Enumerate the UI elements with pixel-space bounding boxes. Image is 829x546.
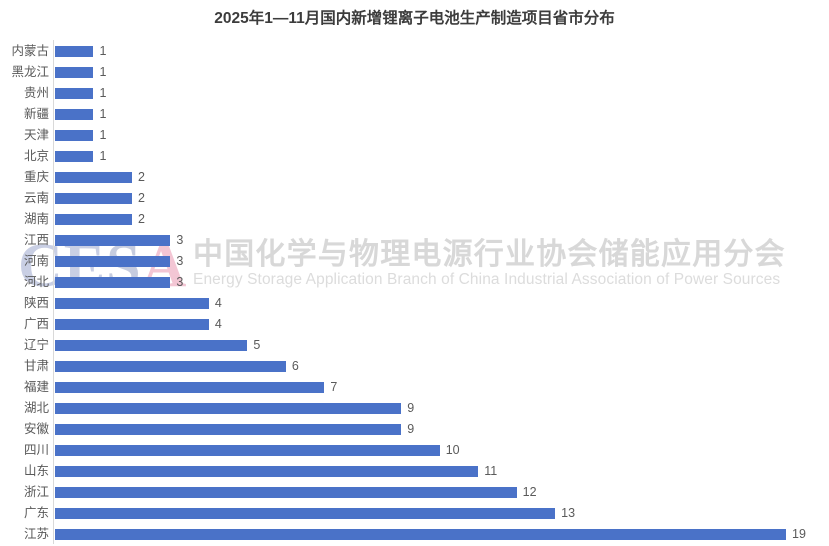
- category-label: 安徽: [23, 421, 49, 436]
- category-label: 山东: [23, 463, 49, 478]
- bar: [55, 45, 94, 57]
- bar-row: 江西 3: [0, 230, 829, 251]
- bar: [55, 108, 94, 120]
- bar-row: 云南 2: [0, 188, 829, 209]
- category-label: 广西: [23, 316, 49, 331]
- bar-row: 河南 3: [0, 251, 829, 272]
- bar-value-label: 1: [99, 43, 107, 58]
- bar-value-label: 3: [176, 274, 184, 289]
- bar-row: 安徽 9: [0, 419, 829, 440]
- bar-value-label: 4: [214, 316, 222, 331]
- category-label: 重庆: [23, 169, 49, 184]
- bar: [55, 66, 94, 78]
- bar-row: 江苏 19: [0, 524, 829, 545]
- bar: [55, 234, 171, 246]
- bar-value-label: 6: [291, 358, 299, 373]
- bar: [55, 465, 479, 477]
- category-label: 北京: [23, 148, 49, 163]
- bar-row: 陕西 4: [0, 293, 829, 314]
- category-label: 江西: [23, 232, 49, 247]
- bar: [55, 339, 248, 351]
- category-label: 新疆: [23, 106, 49, 121]
- bar: [55, 423, 402, 435]
- bar: [55, 213, 132, 225]
- bar: [55, 402, 402, 414]
- bar-row: 广东 13: [0, 503, 829, 524]
- category-label: 甘肃: [23, 358, 49, 373]
- bar-value-label: 19: [792, 526, 806, 541]
- category-label: 湖北: [23, 400, 49, 415]
- category-label: 江苏: [23, 526, 49, 541]
- bar-row: 新疆 1: [0, 104, 829, 125]
- bar: [55, 276, 171, 288]
- bar: [55, 444, 440, 456]
- bar-row: 浙江 12: [0, 482, 829, 503]
- bar: [55, 528, 786, 540]
- bar-row: 湖北 9: [0, 398, 829, 419]
- page-title: 2025年1—11月国内新增锂离子电池生产制造项目省市分布: [214, 10, 615, 27]
- bar-row: 贵州 1: [0, 83, 829, 104]
- bar-value-label: 3: [176, 253, 184, 268]
- bar: [55, 87, 94, 99]
- bar: [55, 150, 94, 162]
- bar: [55, 192, 132, 204]
- bar-value-label: 3: [176, 232, 184, 247]
- bar-row: 甘肃 6: [0, 356, 829, 377]
- category-label: 陕西: [23, 295, 49, 310]
- bar-row: 广西 4: [0, 314, 829, 335]
- bar-value-label: 2: [137, 190, 145, 205]
- bar-value-label: 1: [99, 127, 107, 142]
- bar-row: 山东 11: [0, 461, 829, 482]
- category-label: 四川: [23, 442, 49, 457]
- bar-value-label: 1: [99, 148, 107, 163]
- bar: [55, 360, 286, 372]
- category-label: 福建: [23, 379, 49, 394]
- category-label: 河南: [23, 253, 49, 268]
- bar-value-label: 1: [99, 64, 107, 79]
- bar-row: 福建 7: [0, 377, 829, 398]
- bar-row: 河北 3: [0, 272, 829, 293]
- bar-value-label: 1: [99, 106, 107, 121]
- category-label: 黑龙江: [11, 64, 49, 79]
- bar-value-label: 13: [561, 505, 576, 520]
- bar-value-label: 12: [522, 484, 537, 499]
- category-label: 贵州: [23, 85, 49, 100]
- bar-row: 辽宁 5: [0, 335, 829, 356]
- bar-row: 天津 1: [0, 125, 829, 146]
- bar-value-label: 5: [253, 337, 261, 352]
- bar-value-label: 7: [330, 379, 338, 394]
- y-axis-line: [53, 40, 54, 544]
- bar-value-label: 1: [99, 85, 107, 100]
- category-label: 内蒙古: [11, 43, 49, 58]
- bar-row: 北京 1: [0, 146, 829, 167]
- category-label: 湖南: [23, 211, 49, 226]
- bar-value-label: 11: [484, 463, 498, 478]
- category-label: 云南: [23, 190, 49, 205]
- bar: [55, 297, 209, 309]
- bar: [55, 507, 556, 519]
- category-label: 浙江: [23, 484, 49, 499]
- bar-chart-plot-area: 内蒙古 1 黑龙江 1 贵州 1 新疆 1 天津 1 北京 1 重庆 2 云南 2 湖南 2 江西 3 河南 3 河北 3 陕西…: [0, 40, 829, 546]
- bar-row: 重庆 2: [0, 167, 829, 188]
- bar: [55, 486, 517, 498]
- category-label: 天津: [23, 127, 49, 142]
- bar-row: 黑龙江 1: [0, 62, 829, 83]
- bar-row: 内蒙古 1: [0, 41, 829, 62]
- bar-row: 湖南 2: [0, 209, 829, 230]
- bar: [55, 255, 171, 267]
- category-label: 河北: [23, 274, 49, 289]
- bar-value-label: 4: [214, 295, 222, 310]
- category-label: 辽宁: [23, 337, 49, 352]
- bar: [55, 129, 94, 141]
- category-label: 广东: [23, 505, 49, 520]
- bar-value-label: 2: [137, 211, 145, 226]
- bar: [55, 171, 132, 183]
- bar: [55, 381, 325, 393]
- bar-value-label: 10: [445, 442, 460, 457]
- bar-row: 四川 10: [0, 440, 829, 461]
- bar-value-label: 9: [407, 400, 415, 415]
- bar-value-label: 9: [407, 421, 415, 436]
- bar-value-label: 2: [137, 169, 145, 184]
- bar: [55, 318, 209, 330]
